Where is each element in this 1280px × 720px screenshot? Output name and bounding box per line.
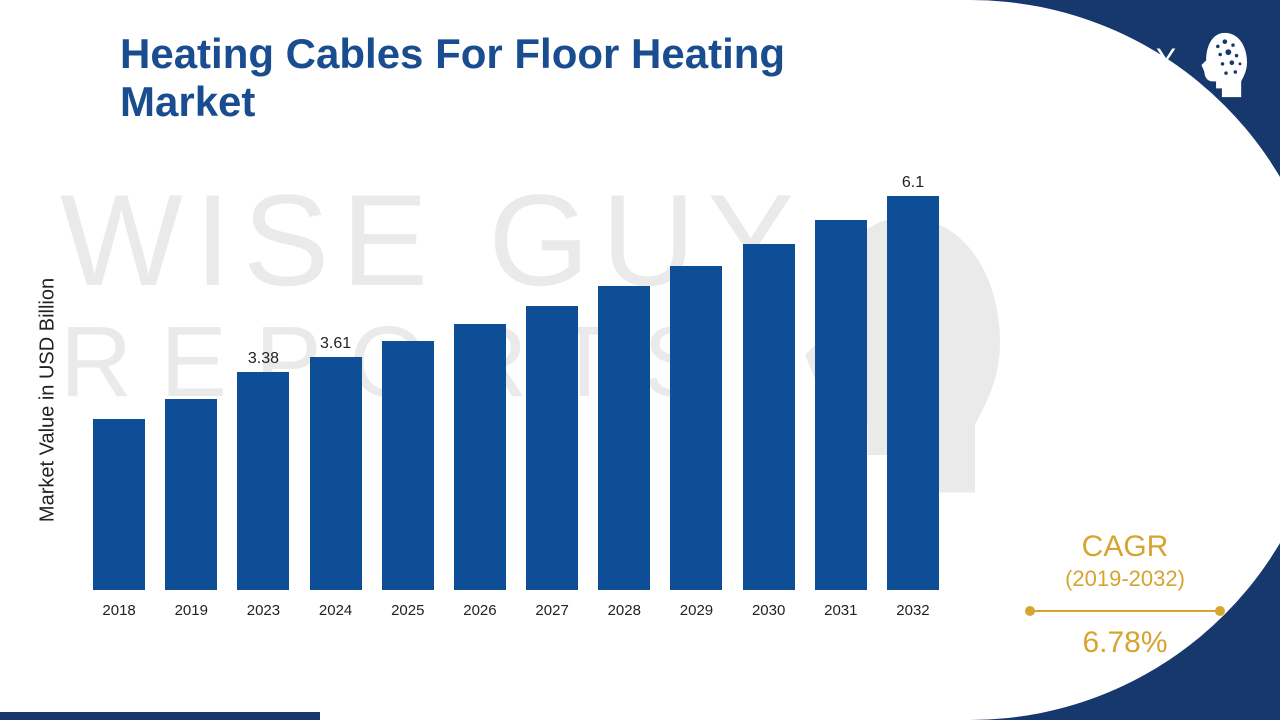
bar: [887, 196, 939, 590]
bar-value-label: 3.61: [320, 335, 351, 353]
plot-area: 3.38 3.61 6.1: [92, 170, 940, 590]
x-axis: 2018 2019 2023 2024 2025 2026 2027 2028 2029 2030…: [92, 596, 940, 630]
brand-logo-text: WISE GUY REPORTS: [998, 43, 1180, 92]
brand-line1: WISE GUY: [998, 43, 1180, 77]
x-tick: 2024: [309, 596, 363, 630]
x-tick: 2030: [742, 596, 796, 630]
bar-wrap: [597, 264, 651, 590]
bar-wrap: [525, 284, 579, 590]
bar-wrap: [453, 302, 507, 590]
bar-wrap: [742, 222, 796, 590]
x-tick: 2032: [886, 596, 940, 630]
x-tick: 2025: [381, 596, 435, 630]
bar: [382, 341, 434, 590]
bar: [310, 357, 362, 590]
x-tick: 2027: [525, 596, 579, 630]
x-tick: 2028: [597, 596, 651, 630]
brand-logo: WISE GUY REPORTS: [998, 30, 1250, 105]
bar-wrap: [814, 198, 868, 590]
cagr-value: 6.78%: [1002, 626, 1248, 660]
stage: { "title": "Heating Cables For Floor Hea…: [0, 0, 1280, 720]
x-tick: 2026: [453, 596, 507, 630]
bottom-strip: [0, 712, 320, 720]
bar: [454, 324, 506, 590]
bar: [743, 244, 795, 590]
x-tick: 2031: [814, 596, 868, 630]
bar: [165, 399, 217, 590]
bar-wrap: [381, 319, 435, 590]
bars-container: 3.38 3.61 6.1: [92, 170, 940, 590]
cagr-block: CAGR (2019-2032) 6.78%: [1002, 530, 1248, 660]
bar-value-label: 3.38: [248, 350, 279, 368]
brand-line2: REPORTS: [998, 75, 1180, 92]
y-axis-label: Market Value in USD Billion: [37, 278, 60, 522]
bar-wrap: [669, 244, 723, 590]
cagr-range: (2019-2032): [1002, 566, 1248, 592]
bar: [93, 419, 145, 590]
x-tick: 2029: [669, 596, 723, 630]
bar-wrap: [92, 397, 146, 590]
cagr-divider: [1030, 610, 1220, 612]
bar: [670, 266, 722, 590]
bar-chart: Market Value in USD Billion 3.383.616.1 …: [60, 170, 940, 630]
bar-wrap: 3.38: [236, 350, 290, 590]
bar: [526, 306, 578, 590]
x-tick: 2019: [164, 596, 218, 630]
bar-wrap: [164, 377, 218, 590]
bar: [237, 372, 289, 590]
x-tick: 2018: [92, 596, 146, 630]
brand-head-icon: [1188, 30, 1250, 105]
page-title: Heating Cables For Floor Heating Market: [120, 30, 900, 127]
cagr-title: CAGR: [1002, 530, 1248, 564]
bar-wrap: 6.1: [886, 174, 940, 590]
bar: [815, 220, 867, 590]
bar-value-label: 6.1: [902, 174, 924, 192]
bar: [598, 286, 650, 590]
x-tick: 2023: [236, 596, 290, 630]
bar-wrap: 3.61: [309, 335, 363, 590]
